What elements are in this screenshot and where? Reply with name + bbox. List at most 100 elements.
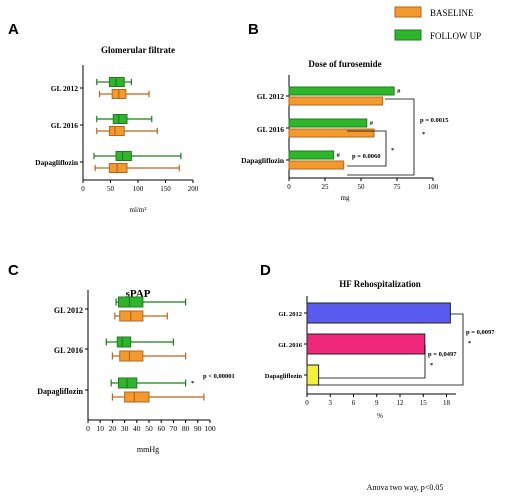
panel-d-cat-dapagliflozin: Dapagliflozin — [265, 373, 303, 380]
panel-c-cat-dapagliflozin: Dapagliflozin — [37, 387, 83, 396]
panel-a-cat-gl2012: GL 2012 — [51, 84, 79, 93]
panel-c-pvalue: p < 0,00001 — [203, 373, 235, 380]
panel-c-cat-gl2012: GL 2012 — [54, 306, 83, 315]
footnote: Anova two way, p<0.05 — [367, 483, 444, 492]
panel-d-xtick-label: 6 — [352, 399, 356, 407]
panel-b-bar-followup — [288, 150, 335, 160]
panel-b-title: Dose of furosemide — [308, 59, 381, 69]
legend-swatch-followup — [394, 29, 422, 41]
panel-c-box-followup — [105, 336, 174, 348]
panel-c-xtick-label: 40 — [133, 424, 141, 433]
panel-d-bar — [306, 364, 320, 386]
panel-d-hf-rehospitalization: HF Rehospitalization GL 2012 GL 2016 Dap… — [265, 279, 495, 420]
panel-a-box-followup — [96, 114, 153, 124]
legend: BASELINE FOLLOW UP — [394, 6, 481, 41]
panel-b-marks: # # # — [288, 86, 401, 170]
panel-a-axes: 0 50 100 150 200 — [80, 65, 199, 193]
box-iqr — [115, 151, 132, 161]
panel-d-title: HF Rehospitalization — [339, 279, 420, 289]
panel-a-glomerular-filtrate: Glomerular filtrate GL 2012 GL 2016 Dapa… — [35, 45, 199, 214]
panel-b-xtick-label: 25 — [322, 183, 330, 191]
panel-b-bar-baseline — [288, 96, 384, 106]
panel-a-box-followup — [93, 151, 182, 161]
panel-b-xtick-label: 100 — [428, 183, 439, 191]
panel-a-box-baseline — [94, 163, 180, 173]
panel-b-pvalue-1: p = 0.0060 — [352, 153, 380, 160]
panel-c-box-followup — [110, 377, 187, 389]
panel-c-xtick-label: 100 — [204, 424, 216, 433]
panel-c-star: * — [191, 380, 194, 387]
panel-c-box-baseline — [111, 391, 205, 403]
panel-b-cat-gl2016: GL 2016 — [257, 125, 285, 134]
panel-b-xlabel: mg — [341, 194, 350, 202]
panel-d-pvalue-2: p = 0,0097 — [466, 329, 495, 336]
panel-c-xtick-label: 10 — [96, 424, 104, 433]
panel-b-xtick-label: 0 — [287, 183, 291, 191]
panel-c-xtick-label: 60 — [157, 424, 165, 433]
panel-a-box-followup — [96, 77, 132, 87]
panel-d-xtick-label: 0 — [305, 399, 309, 407]
panel-b-hash-marker: # — [370, 120, 374, 127]
panel-c-label: C — [8, 262, 19, 279]
panel-a-cat-dapagliflozin: Dapagliflozin — [35, 158, 79, 167]
panel-b-bracket-1 — [347, 130, 387, 167]
panel-c-xtick-label: 70 — [170, 424, 178, 433]
panel-b-bar-followup — [288, 118, 368, 128]
panel-b-cat-dapagliflozin: Dapagliflozin — [241, 156, 285, 165]
box-iqr — [118, 377, 138, 389]
panel-d-cat-gl2012: GL 2012 — [278, 311, 302, 318]
panel-b-star-1: * — [391, 147, 394, 154]
panel-b-bracket-2 — [347, 98, 415, 176]
panel-d-pvalue-1: p = 0,0497 — [428, 351, 457, 358]
panel-c-marks — [105, 296, 205, 403]
panel-d-bracket-1 — [318, 345, 426, 379]
panel-b-xtick-label: 50 — [358, 183, 366, 191]
panel-b-cat-gl2012: GL 2012 — [257, 92, 285, 101]
panel-d-bar — [306, 302, 451, 324]
panel-a-box-baseline — [98, 89, 150, 99]
panel-a-label: A — [8, 21, 19, 38]
panel-a-box-baseline — [96, 126, 158, 136]
panel-d-bracket-2 — [318, 313, 464, 386]
panel-b-label: B — [248, 21, 259, 38]
panel-c-xlabel: mmHg — [137, 445, 159, 454]
panel-c-axes: 0 10 20 30 40 50 60 70 80 90 100 — [85, 290, 216, 433]
panel-a-marks — [93, 77, 182, 173]
panel-b-bar-followup — [288, 86, 395, 96]
box-iqr — [116, 336, 132, 348]
panel-b-bar-baseline — [288, 128, 375, 138]
panel-a-xtick-label: 150 — [160, 185, 171, 193]
panel-d-cat-gl2016: GL 2016 — [278, 342, 302, 349]
panel-c-box-followup — [115, 296, 187, 308]
box-iqr — [119, 350, 144, 362]
panel-a-xtick-label: 200 — [188, 185, 199, 193]
panel-b-pvalue-2: p = 0.0015 — [420, 117, 449, 124]
legend-label-baseline: BASELINE — [430, 8, 474, 18]
panel-a-xtick-label: 0 — [81, 185, 85, 193]
panel-d-star-2: * — [468, 340, 471, 347]
panel-c-cat-gl2016: GL 2016 — [54, 346, 83, 355]
legend-label-followup: FOLLOW UP — [430, 31, 481, 41]
box-iqr — [119, 310, 144, 322]
panel-a-xtick-label: 100 — [133, 185, 144, 193]
panel-d-xtick-label: 18 — [443, 399, 451, 407]
panel-d-bar — [306, 333, 426, 355]
panel-d-xlabel: % — [377, 412, 383, 420]
box-iqr — [108, 126, 125, 136]
box-iqr — [108, 163, 128, 173]
panel-d-xtick-label: 12 — [397, 399, 405, 407]
box-iqr — [112, 114, 128, 124]
panel-d-xtick-label: 3 — [329, 399, 333, 407]
panel-d-label: D — [260, 262, 271, 279]
panel-c-box-baseline — [114, 310, 168, 322]
panel-b-bar-baseline — [288, 160, 345, 170]
panel-c-xtick-label: 0 — [86, 424, 90, 433]
panel-a-xlabel-text: ml/m² — [130, 206, 147, 214]
panel-b-xtick-label: 75 — [394, 183, 402, 191]
legend-swatch-baseline — [394, 6, 422, 18]
panel-b-brackets — [347, 98, 415, 176]
panel-b-hash-marker: # — [397, 88, 401, 95]
panel-d-xtick-label: 9 — [375, 399, 379, 407]
panel-c-xtick-label: 50 — [145, 424, 153, 433]
